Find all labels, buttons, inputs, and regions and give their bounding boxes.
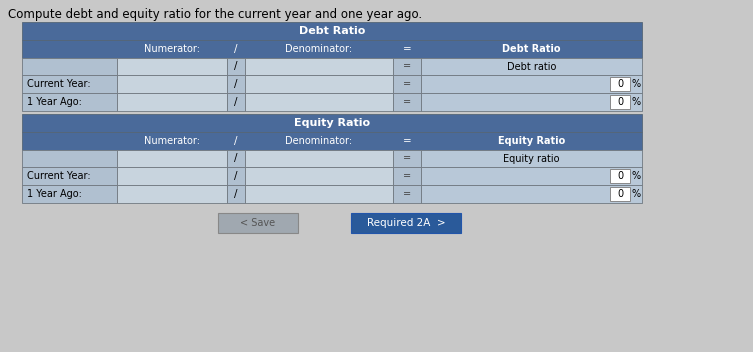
Text: %: % (632, 171, 641, 181)
Text: Compute debt and equity ratio for the current year and one year ago.: Compute debt and equity ratio for the cu… (8, 8, 422, 21)
Bar (245, 185, 393, 203)
Bar (117, 58, 227, 75)
Text: =: = (403, 97, 411, 107)
Text: %: % (632, 97, 641, 107)
Bar (218, 213, 297, 233)
Bar (22, 58, 117, 75)
Text: Current Year:: Current Year: (27, 171, 90, 181)
Bar (245, 75, 393, 93)
Text: =: = (403, 153, 411, 163)
Bar (22, 75, 117, 93)
Bar (22, 22, 642, 40)
Bar (393, 167, 421, 185)
Bar (393, 185, 421, 203)
Bar (352, 213, 462, 233)
Bar (245, 150, 393, 167)
Text: Required 2A  >: Required 2A > (367, 218, 446, 228)
Text: =: = (403, 62, 411, 71)
Text: /: / (234, 97, 238, 107)
Text: 1 Year Ago:: 1 Year Ago: (27, 97, 82, 107)
Text: /: / (234, 189, 238, 199)
Text: 0: 0 (617, 79, 623, 89)
Bar (393, 58, 421, 75)
Bar (22, 40, 642, 58)
Bar (421, 75, 642, 93)
Bar (117, 93, 227, 111)
Bar (117, 185, 227, 203)
Text: Equity Ratio: Equity Ratio (498, 136, 565, 146)
Text: %: % (632, 189, 641, 199)
Bar (22, 114, 642, 132)
Text: Denominator:: Denominator: (285, 136, 352, 146)
Text: < Save: < Save (240, 218, 275, 228)
Bar (227, 150, 245, 167)
Text: =: = (403, 189, 411, 199)
Bar (610, 187, 630, 201)
Bar (22, 150, 117, 167)
Text: Debt Ratio: Debt Ratio (502, 44, 561, 54)
Bar (610, 95, 630, 109)
Bar (22, 132, 642, 150)
Bar (393, 93, 421, 111)
Bar (117, 167, 227, 185)
Text: Denominator:: Denominator: (285, 44, 352, 54)
Text: Equity Ratio: Equity Ratio (294, 118, 370, 128)
Text: 1 Year Ago:: 1 Year Ago: (27, 189, 82, 199)
Text: =: = (403, 79, 411, 89)
Text: /: / (234, 62, 238, 71)
Text: 0: 0 (617, 171, 623, 181)
Text: Debt ratio: Debt ratio (507, 62, 556, 71)
Bar (421, 167, 642, 185)
Text: /: / (234, 44, 238, 54)
Text: =: = (403, 171, 411, 181)
Bar (421, 185, 642, 203)
Text: %: % (632, 79, 641, 89)
Bar (245, 58, 393, 75)
Bar (117, 75, 227, 93)
Text: =: = (403, 44, 411, 54)
Text: 0: 0 (617, 189, 623, 199)
Bar (227, 58, 245, 75)
Text: Current Year:: Current Year: (27, 79, 90, 89)
Bar (421, 58, 642, 75)
Bar (393, 75, 421, 93)
Text: /: / (234, 136, 238, 146)
Bar (22, 185, 117, 203)
Text: /: / (234, 171, 238, 181)
Text: Numerator:: Numerator: (144, 44, 200, 54)
Bar (227, 185, 245, 203)
Text: /: / (234, 79, 238, 89)
Bar (227, 167, 245, 185)
Bar (22, 167, 117, 185)
Text: 0: 0 (617, 97, 623, 107)
Text: /: / (234, 153, 238, 163)
Bar (610, 169, 630, 183)
Bar (117, 150, 227, 167)
Text: Debt Ratio: Debt Ratio (299, 26, 365, 36)
Bar (22, 93, 117, 111)
Bar (227, 75, 245, 93)
Bar (227, 93, 245, 111)
Bar (421, 93, 642, 111)
Bar (393, 150, 421, 167)
Bar (245, 167, 393, 185)
Bar (610, 77, 630, 91)
Text: =: = (403, 136, 411, 146)
Text: Numerator:: Numerator: (144, 136, 200, 146)
Bar (421, 150, 642, 167)
Bar (245, 93, 393, 111)
Text: Equity ratio: Equity ratio (503, 153, 559, 163)
